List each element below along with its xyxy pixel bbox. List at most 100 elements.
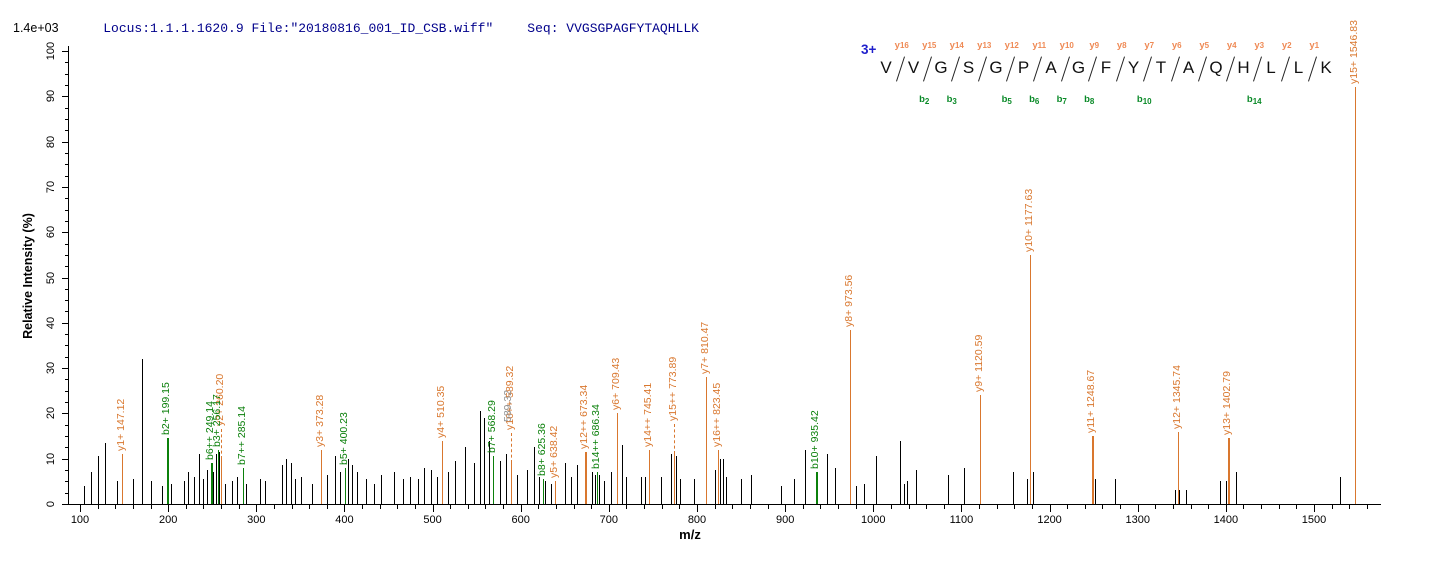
b-ion-map-label: b10 xyxy=(1136,94,1152,106)
peak xyxy=(381,474,383,504)
x-tick xyxy=(1314,505,1315,512)
residue-letter: H xyxy=(1237,58,1250,77)
peak-label: y8+ 973.56 xyxy=(842,274,855,327)
label-leader-dashed xyxy=(511,433,513,464)
x-tick xyxy=(238,505,240,509)
peak-b-ion xyxy=(816,472,818,504)
peak xyxy=(151,481,153,504)
peak xyxy=(1219,481,1221,504)
y-tick xyxy=(65,107,68,109)
peak xyxy=(722,458,724,504)
peak xyxy=(418,479,420,504)
y-tick xyxy=(65,164,68,166)
y-tick-label: 70 xyxy=(45,180,57,194)
peak-y-ion xyxy=(717,449,719,504)
x-tick xyxy=(291,505,293,509)
peak xyxy=(366,479,368,504)
x-tick xyxy=(873,505,875,512)
x-tick xyxy=(221,505,223,509)
residue-letter: V xyxy=(907,58,920,77)
residue-letter: A xyxy=(1182,58,1195,77)
x-tick xyxy=(732,505,734,509)
peak xyxy=(295,479,297,504)
peak xyxy=(334,456,336,504)
y-tick xyxy=(65,73,68,75)
peak-y-ion xyxy=(849,329,852,504)
header-sequence: Seq: VVGSGPAGFYTAQHLLK xyxy=(527,21,699,36)
peak xyxy=(505,454,507,504)
peak-label: y15++ 773.89 xyxy=(666,356,679,422)
y-ion-map-label: y12 xyxy=(1004,40,1019,51)
peak xyxy=(948,474,950,504)
peak xyxy=(281,465,283,504)
y-tick xyxy=(65,118,68,120)
peak xyxy=(906,481,908,504)
peak-y-ion xyxy=(979,395,981,504)
x-tick xyxy=(467,505,469,509)
peak xyxy=(1340,476,1342,504)
y-tick xyxy=(62,51,68,52)
max-intensity-label: 1.4e+03 xyxy=(13,21,59,35)
peak xyxy=(793,479,795,504)
peak xyxy=(1174,490,1176,504)
y-tick xyxy=(65,390,68,392)
y-ion-map-label: y7 xyxy=(1144,40,1155,51)
x-tick-label: 500 xyxy=(423,514,442,526)
x-tick xyxy=(115,505,117,509)
peak xyxy=(694,479,696,504)
peak xyxy=(610,472,612,504)
residue-letter: L xyxy=(1293,58,1304,77)
x-tick-label: 100 xyxy=(70,514,90,526)
residue-letter: G xyxy=(934,58,948,77)
peak-label: b7++ 285.14 xyxy=(236,405,249,465)
x-tick xyxy=(785,505,787,512)
peak xyxy=(117,481,119,504)
peak xyxy=(1114,479,1116,504)
x-tick xyxy=(697,505,698,512)
header-locus-file: Locus:1.1.1.1620.9 File:"20180816_001_ID… xyxy=(103,21,494,36)
peak xyxy=(83,485,85,504)
peak xyxy=(480,411,482,504)
y-tick xyxy=(65,130,68,132)
x-tick-label: 800 xyxy=(687,514,707,526)
x-tick xyxy=(1067,505,1069,509)
y-tick xyxy=(65,220,68,222)
x-tick xyxy=(1120,505,1122,509)
y-ion-map-label: y9 xyxy=(1089,40,1100,51)
y-tick xyxy=(65,84,68,86)
x-tick xyxy=(414,505,416,509)
peak xyxy=(104,442,106,504)
y-tick xyxy=(65,209,68,211)
peak xyxy=(231,481,233,504)
y-tick xyxy=(65,243,68,245)
x-axis-line xyxy=(68,504,1381,506)
y-tick xyxy=(62,322,68,324)
x-tick xyxy=(1190,505,1192,509)
peak xyxy=(577,465,579,504)
peak xyxy=(170,483,172,504)
b-ion-map-label: b5 xyxy=(1001,94,1012,106)
peak xyxy=(726,476,728,504)
peak-label: y12+ 1345.74 xyxy=(1171,364,1184,429)
y-ion-map-label: y16 xyxy=(894,40,909,51)
x-tick xyxy=(591,505,593,509)
peak xyxy=(436,476,438,504)
y-tick xyxy=(62,458,68,460)
x-tick xyxy=(538,505,540,509)
peak-b-ion xyxy=(596,472,598,504)
peak xyxy=(604,481,606,504)
peak xyxy=(352,465,354,504)
x-axis-title: m/z xyxy=(679,527,701,542)
peak-label: y6+ 709.43 xyxy=(610,358,623,411)
x-tick xyxy=(1225,505,1227,512)
y-tick xyxy=(65,470,68,472)
peak xyxy=(855,485,857,504)
x-tick xyxy=(256,505,258,512)
peak-label: y7+ 810.47 xyxy=(699,321,712,375)
y-ion-map-label: y4 xyxy=(1226,40,1237,51)
peak xyxy=(483,417,485,504)
y-tick-label: 10 xyxy=(45,452,57,465)
peak xyxy=(423,467,425,504)
peak xyxy=(780,485,782,504)
